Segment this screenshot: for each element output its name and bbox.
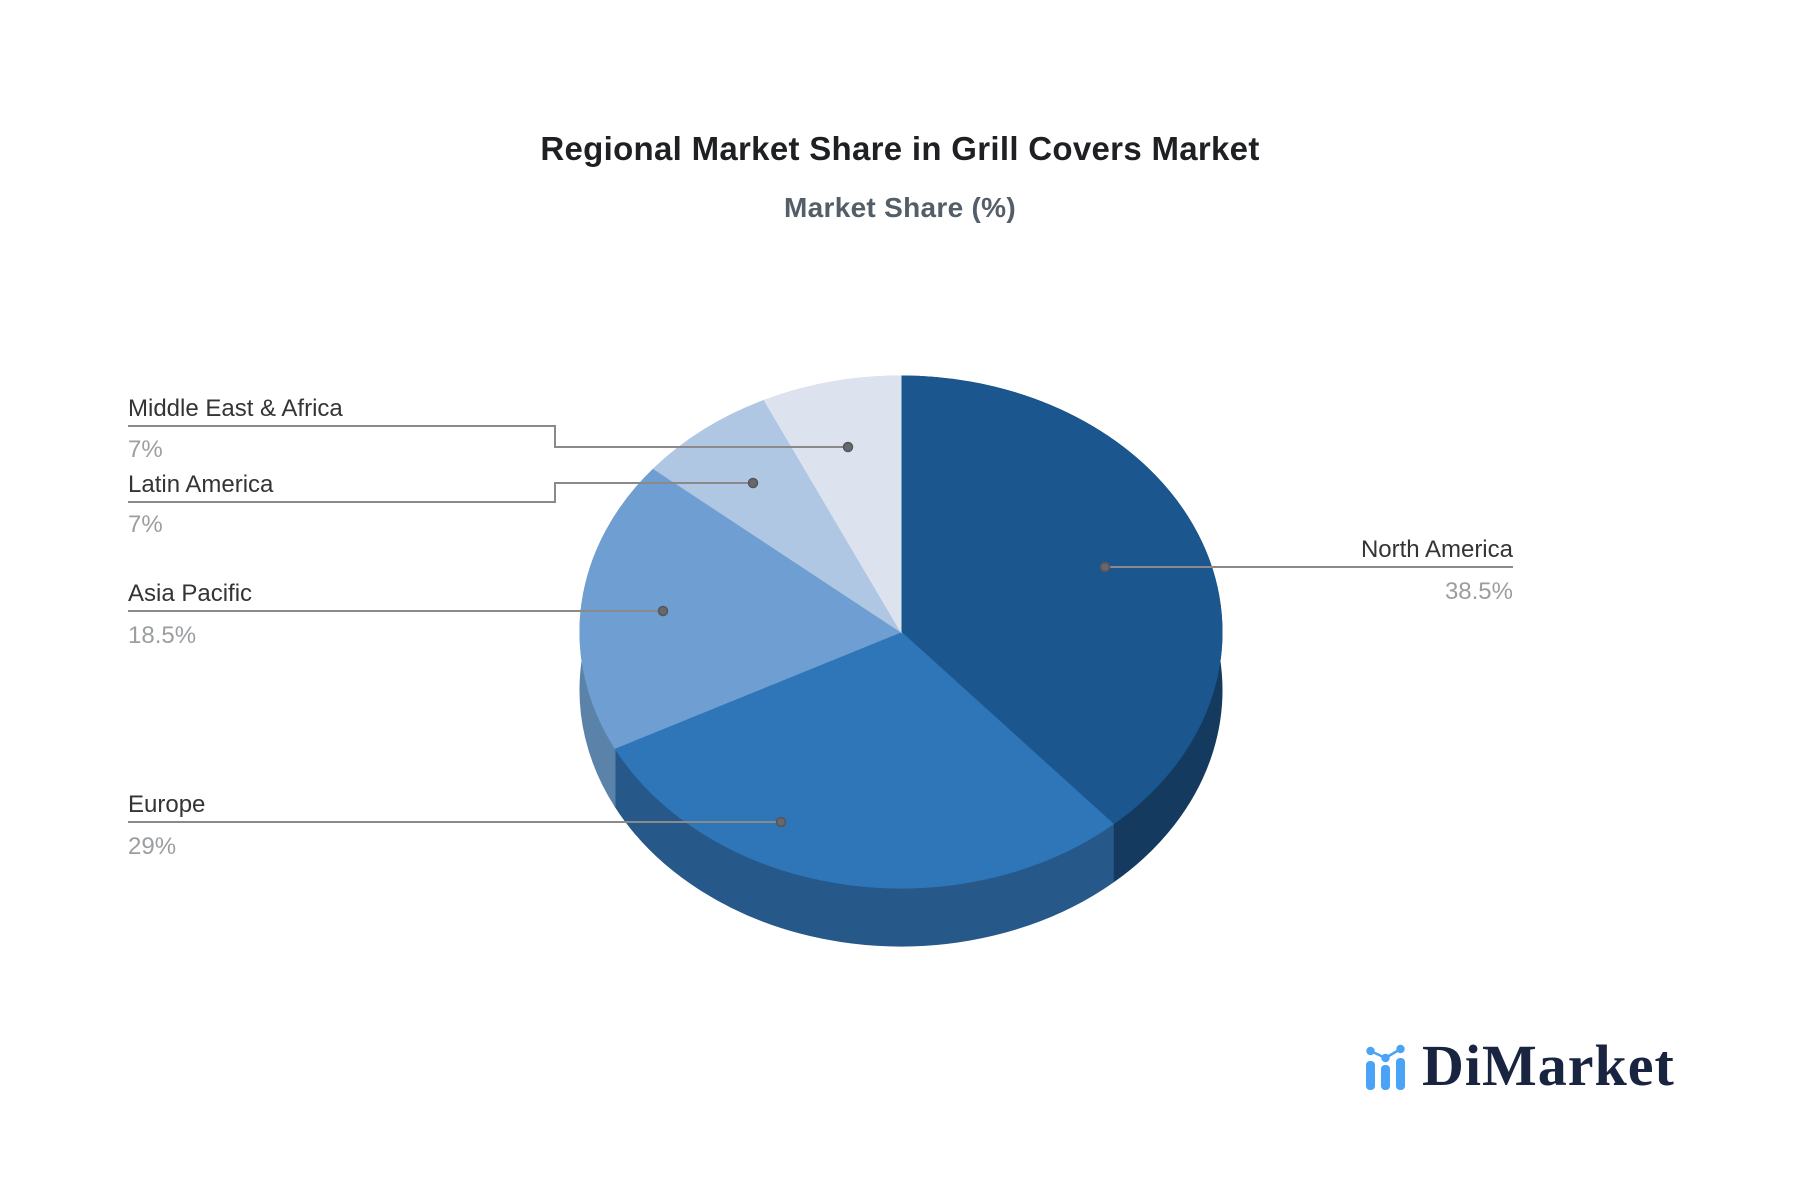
slice-value-latin-america: 7%: [128, 511, 163, 538]
bar-chart-logo-icon: [1366, 1044, 1405, 1090]
chart-subtitle: Market Share (%): [784, 192, 1016, 223]
logo-dot: [1396, 1044, 1405, 1054]
leader-dot-europe: [775, 816, 787, 828]
slice-label-middle-east-and-africa: Middle East & Africa: [128, 395, 343, 422]
pie-slice-middle-east-and-africa[interactable]: [763, 375, 902, 634]
leader-dot-middle-east-and-africa: [842, 441, 854, 453]
slice-label-asia-pacific: Asia Pacific: [128, 580, 252, 607]
leader-dot-north-america: [1099, 561, 1111, 573]
slice-value-middle-east-and-africa: 7%: [128, 436, 163, 463]
leader-dot-asia-pacific: [657, 605, 669, 617]
pie-labels: North America 38.5% Europe 29% Asia Pacific 1…: [128, 395, 1514, 860]
slice-label-north-america: North America: [1361, 536, 1514, 563]
pie-slice-europe[interactable]: [614, 631, 1115, 889]
slice-label-latin-america: Latin America: [128, 471, 274, 498]
leader-dot-latin-america: [747, 477, 759, 489]
logo-dot: [1381, 1053, 1390, 1063]
logo-bar: [1366, 1061, 1375, 1090]
pie-slices: [579, 375, 1223, 889]
logo-wordmark: DiMarket: [1422, 1033, 1675, 1098]
slice-value-asia-pacific: 18.5%: [128, 622, 196, 649]
slice-value-europe: 29%: [128, 833, 176, 860]
pie-slice-north-america[interactable]: [900, 375, 1223, 825]
leader-line-latin-america: [128, 482, 753, 503]
logo-bar: [1381, 1065, 1390, 1090]
logo-bar: [1396, 1058, 1405, 1090]
dimarket-logo: DiMarket: [1366, 1033, 1675, 1098]
chart-title: Regional Market Share in Grill Covers Ma…: [540, 130, 1260, 167]
pie-slice-latin-america[interactable]: [652, 399, 902, 633]
slice-value-north-america: 38.5%: [1445, 578, 1513, 605]
pie-slice-asia-pacific[interactable]: [579, 468, 903, 749]
slice-label-europe: Europe: [128, 791, 205, 818]
leader-line-middle-east-and-africa: [128, 425, 848, 448]
logo-dot: [1366, 1046, 1375, 1056]
